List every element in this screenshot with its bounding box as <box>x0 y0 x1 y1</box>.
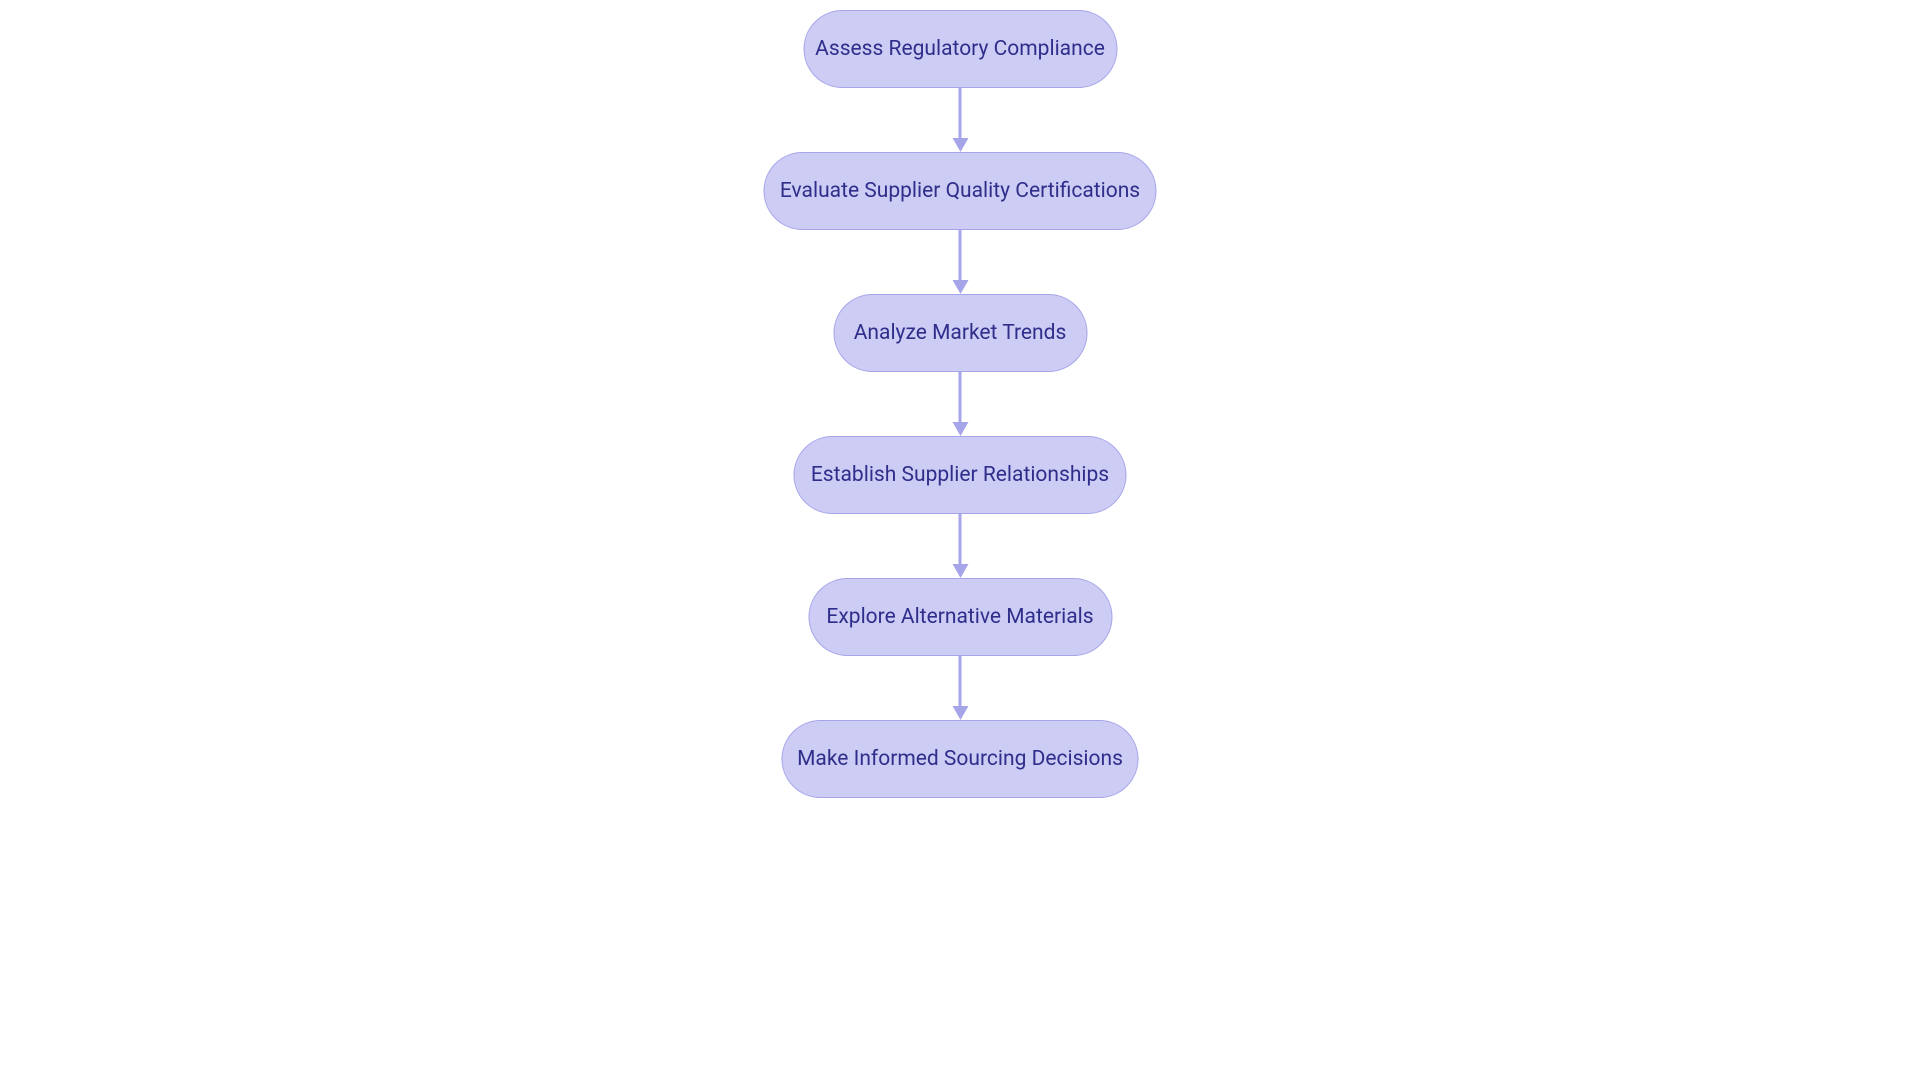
arrow-line <box>959 88 962 138</box>
arrow-line <box>959 656 962 706</box>
arrow-line <box>959 514 962 564</box>
arrow-head-icon <box>952 280 968 294</box>
flowchart-node-n1: Assess Regulatory Compliance <box>803 10 1117 88</box>
flowchart-container: Assess Regulatory Compliance Evaluate Sup… <box>764 10 1157 798</box>
flowchart-arrow <box>952 372 968 436</box>
flowchart-node-n4: Establish Supplier Relationships <box>794 436 1127 514</box>
flowchart-arrow <box>952 514 968 578</box>
flowchart-node-n3: Analyze Market Trends <box>833 294 1087 372</box>
arrow-head-icon <box>952 564 968 578</box>
arrow-head-icon <box>952 706 968 720</box>
arrow-head-icon <box>952 422 968 436</box>
arrow-head-icon <box>952 138 968 152</box>
arrow-line <box>959 372 962 422</box>
flowchart-arrow <box>952 656 968 720</box>
flowchart-arrow <box>952 230 968 294</box>
flowchart-node-n6: Make Informed Sourcing Decisions <box>782 720 1139 798</box>
flowchart-node-n2: Evaluate Supplier Quality Certifications <box>764 152 1157 230</box>
flowchart-arrow <box>952 88 968 152</box>
arrow-line <box>959 230 962 280</box>
flowchart-node-n5: Explore Alternative Materials <box>808 578 1112 656</box>
